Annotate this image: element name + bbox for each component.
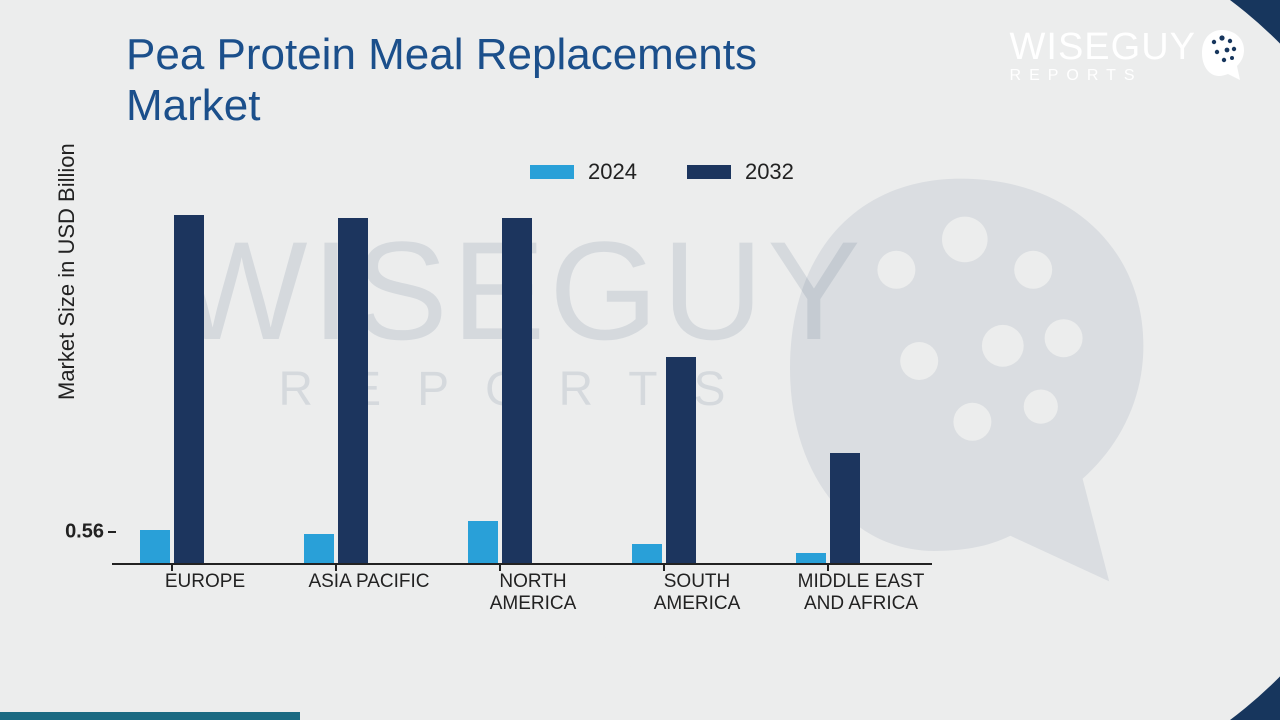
x-axis-label: SOUTH AMERICA (622, 571, 772, 615)
chart: Market Size in USD Billion 2024 2032 0.5… (60, 155, 960, 665)
content: Pea Protein Meal Replacements Market Mar… (0, 0, 1000, 720)
bar (502, 218, 532, 563)
logo-sub-text: REPORTS (1010, 68, 1196, 84)
bar (796, 553, 826, 563)
xtick-mark (171, 563, 173, 571)
logo: WISEGUY REPORTS (1010, 28, 1250, 84)
xtick-mark (663, 563, 665, 571)
bar (338, 218, 368, 563)
x-axis-label: NORTH AMERICA (458, 571, 608, 615)
bar (304, 534, 334, 563)
legend-item-2024: 2024 (530, 159, 637, 185)
bar (666, 357, 696, 563)
bar (468, 521, 498, 563)
legend: 2024 2032 (530, 159, 794, 185)
chart-title: Pea Protein Meal Replacements Market (126, 30, 846, 131)
legend-swatch (687, 165, 731, 179)
legend-item-2032: 2032 (687, 159, 794, 185)
legend-swatch (530, 165, 574, 179)
bar (174, 215, 204, 563)
plot-area: 0.56 EUROPEASIA PACIFICNORTH AMERICASOUT… (112, 205, 932, 565)
logo-main-text: WISEGUY (1010, 28, 1196, 66)
ytick-label: 0.56 (65, 521, 104, 544)
bar (830, 453, 860, 563)
ytick-mark (108, 531, 116, 533)
x-axis-label: EUROPE (130, 571, 280, 593)
y-axis-label: Market Size in USD Billion (54, 143, 80, 400)
legend-label: 2024 (588, 159, 637, 185)
bar (632, 544, 662, 563)
head-profile-icon (1202, 28, 1250, 84)
footer-accent-bar (0, 712, 300, 720)
bar (140, 530, 170, 563)
xtick-mark (335, 563, 337, 571)
xtick-mark (499, 563, 501, 571)
x-axis-label: ASIA PACIFIC (294, 571, 444, 593)
xtick-mark (827, 563, 829, 571)
x-axis-label: MIDDLE EAST AND AFRICA (786, 571, 936, 615)
legend-label: 2032 (745, 159, 794, 185)
